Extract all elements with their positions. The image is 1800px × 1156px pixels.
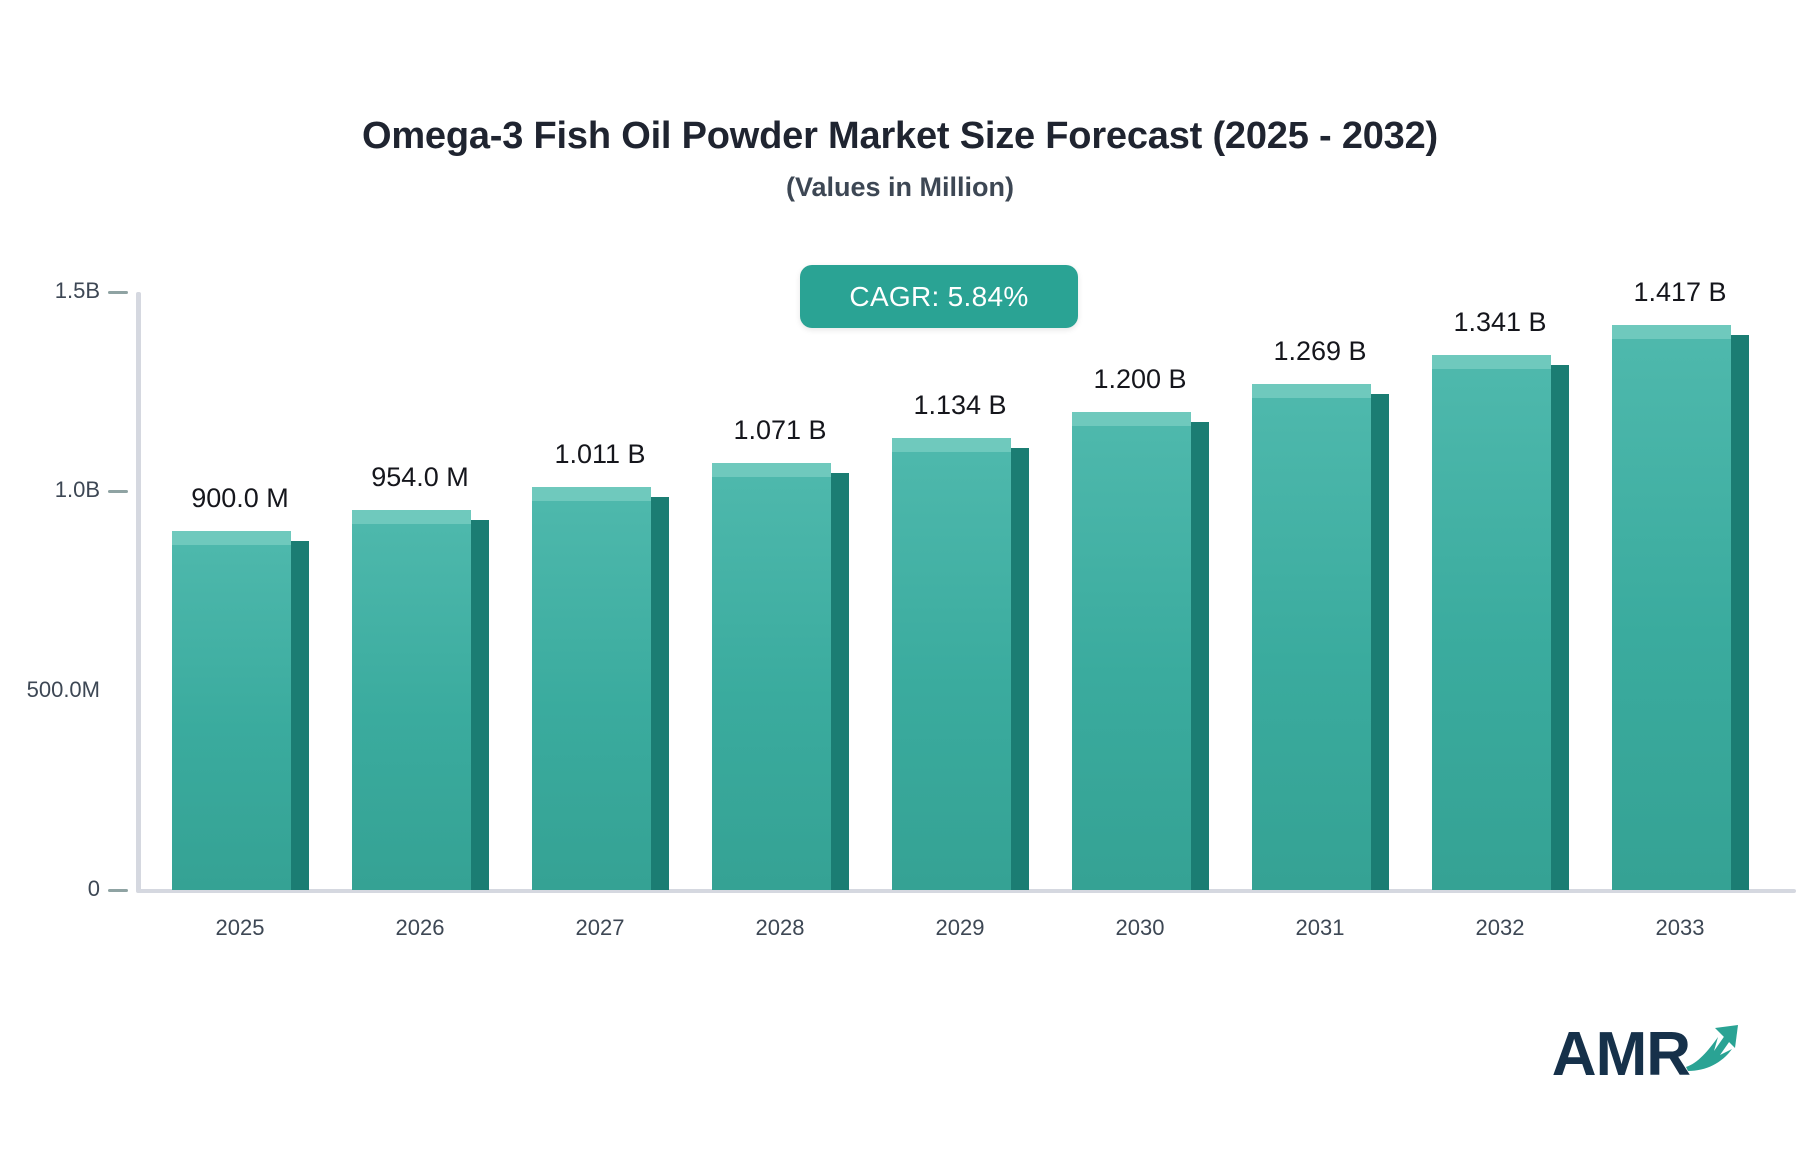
x-axis-line [136, 889, 1796, 893]
y-tick-mark [108, 889, 128, 892]
bar-value-label: 1.134 B [913, 389, 1007, 420]
bar-value-label: 1.417 B [1633, 277, 1727, 308]
bar-front-face [531, 486, 651, 890]
x-tick-label: 2028 [755, 915, 805, 940]
bar-value-label: 1.071 B [733, 415, 827, 446]
bar-top-face [1071, 411, 1191, 426]
bar-side-face [290, 541, 309, 890]
y-tick-label: 500.0M [26, 676, 100, 702]
bar-top-face [351, 509, 471, 524]
bar-side-face [470, 519, 489, 890]
bar [351, 509, 489, 890]
amr-logo: AMR [1552, 1021, 1742, 1086]
y-tick-label: 0 [87, 876, 100, 901]
x-tick-label: 2026 [395, 915, 445, 940]
bar-value-label: 1.011 B [554, 438, 646, 469]
page-title: Omega-3 Fish Oil Powder Market Size Fore… [361, 115, 1439, 157]
bar-top-face [711, 463, 831, 478]
y-tick-label: 1.5B [54, 278, 100, 303]
bar-top-face [171, 531, 291, 546]
x-tick-label: 2033 [1655, 915, 1705, 940]
bar-front-face [1431, 355, 1551, 890]
bar-front-face [1071, 411, 1191, 890]
x-tick-label: 2027 [575, 915, 625, 940]
bar-top-face [531, 486, 651, 501]
bar [1071, 411, 1209, 890]
bar-side-face [650, 496, 669, 890]
bar-front-face [351, 509, 471, 890]
bar-top-face [1251, 384, 1371, 399]
bar-value-label: 954.0 M [371, 461, 469, 492]
bar [711, 463, 849, 890]
bar-side-face [1190, 421, 1209, 890]
x-tick-label: 2029 [935, 915, 985, 940]
x-tick-label: 2025 [215, 915, 265, 940]
bar [891, 437, 1029, 890]
y-tick-mark [108, 291, 128, 294]
cagr-badge-label: CAGR: 5.84% [849, 280, 1029, 312]
x-tick-label: 2032 [1475, 915, 1525, 940]
bar-value-label: 1.200 B [1093, 363, 1187, 394]
bar [1251, 384, 1389, 890]
amr-logo-text: AMR [1551, 1020, 1691, 1089]
bar-front-face [171, 531, 291, 890]
bar-front-face [891, 437, 1011, 890]
bar-value-label: 1.341 B [1453, 307, 1547, 338]
bar [1431, 355, 1569, 890]
page-subtitle: (Values in Million) [785, 172, 1015, 202]
bar-side-face [1010, 447, 1029, 890]
bar-side-face [830, 473, 849, 890]
bar-front-face [1251, 384, 1371, 890]
bar-value-label: 900.0 M [191, 483, 289, 514]
bar-side-face [1730, 335, 1749, 890]
y-tick-label: 1.0B [54, 477, 100, 503]
bar-side-face [1370, 394, 1389, 890]
growth-arrow-icon [1684, 1021, 1742, 1076]
bar [531, 486, 669, 890]
cagr-badge: CAGR: 5.84% [800, 265, 1078, 328]
bar-front-face [1611, 325, 1731, 890]
bar-top-face [891, 437, 1011, 452]
bar-value-label: 1.269 B [1273, 336, 1367, 367]
y-axis-line [136, 292, 141, 892]
x-tick-label: 2031 [1295, 915, 1345, 940]
y-tick-mark [108, 490, 128, 494]
bar-top-face [1611, 325, 1731, 340]
bar [1611, 325, 1749, 890]
bar-front-face [711, 463, 831, 890]
bar-top-face [1431, 355, 1551, 370]
bar-side-face [1550, 365, 1569, 890]
bar [171, 531, 309, 890]
x-tick-label: 2030 [1115, 915, 1165, 940]
